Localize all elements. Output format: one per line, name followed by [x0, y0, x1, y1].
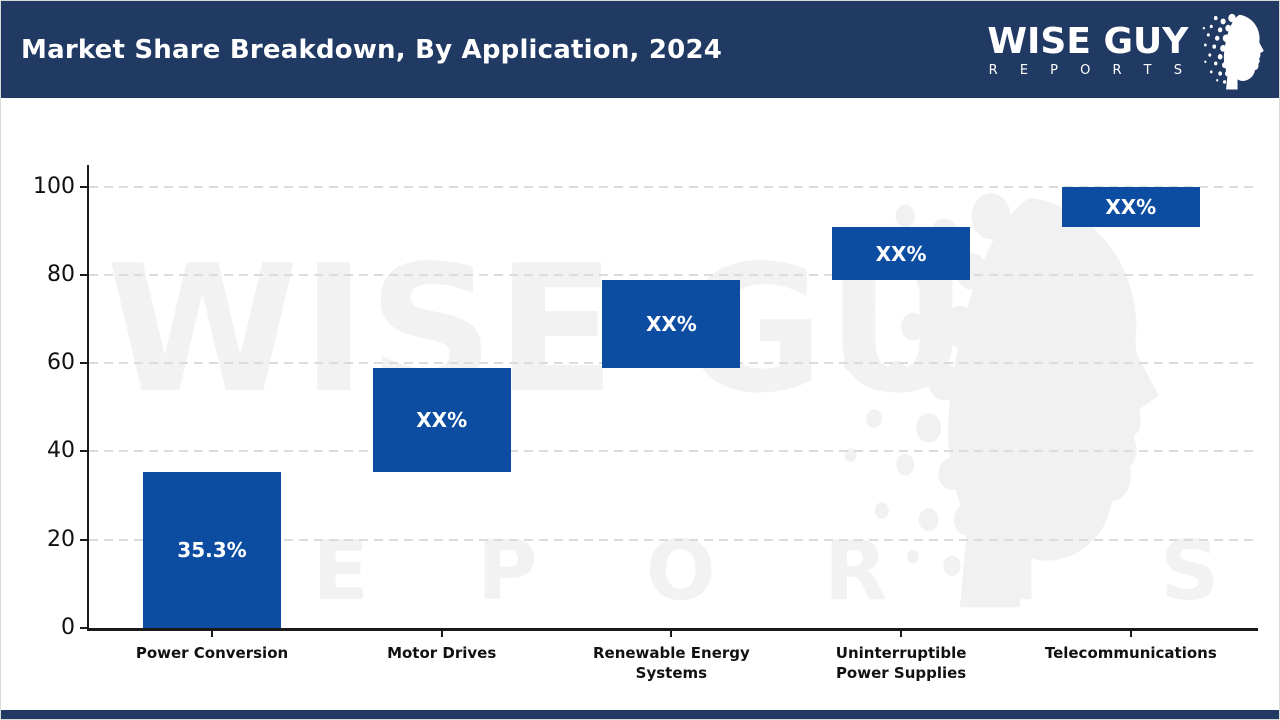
brand-name: WISE GUY	[987, 20, 1189, 62]
y-axis-tick	[80, 273, 88, 276]
x-axis-label: Power Conversion	[97, 643, 327, 663]
brand-reports: R E P O R T S	[988, 62, 1191, 78]
x-axis-tick	[1129, 630, 1132, 637]
x-axis-label: Telecommunications	[1016, 643, 1246, 663]
y-axis-tick	[80, 185, 88, 188]
brand-logo-text: WISE GUY R E P O R T S	[985, 20, 1191, 78]
gridline	[89, 185, 1258, 188]
bar-value-label: XX%	[1105, 194, 1157, 219]
page-title: Market Share Breakdown, By Application, …	[21, 34, 723, 65]
gridline	[89, 538, 1258, 541]
header-banner: Market Share Breakdown, By Application, …	[1, 1, 1279, 98]
x-axis-tick	[670, 630, 673, 637]
y-axis-tick-label: 0	[61, 615, 75, 640]
bar-segment-3: XX%	[602, 280, 741, 369]
y-axis	[87, 164, 89, 630]
x-axis-label-line: Motor Drives	[387, 644, 497, 662]
x-axis-label: Renewable Energy Systems	[556, 643, 786, 683]
y-axis-tick	[80, 450, 88, 453]
y-axis-tick-label: 80	[47, 261, 75, 287]
x-axis-tick	[900, 630, 903, 637]
x-axis-label: Motor Drives	[327, 643, 557, 663]
y-axis-tick-label: 60	[47, 350, 75, 376]
x-axis-label-line: Power Conversion	[135, 644, 289, 662]
x-axis-label-line: Power Supplies	[835, 664, 967, 682]
y-axis-tick	[80, 362, 88, 365]
x-axis-label-line: Telecommunications	[1044, 644, 1217, 662]
y-axis-tick	[80, 627, 88, 629]
bar-segment-5: XX%	[1061, 186, 1200, 228]
brand-logo: WISE GUY R E P O R T S	[985, 8, 1269, 92]
x-axis-label-line: Uninterruptible	[835, 644, 967, 662]
brand-face-icon	[1202, 13, 1264, 90]
bar-value-label: XX%	[875, 241, 927, 266]
bar-value-label: 35.3%	[177, 538, 247, 563]
gridline	[89, 273, 1258, 276]
x-axis-label-line: Systems	[635, 664, 708, 682]
x-axis-label: Uninterruptible Power Supplies	[786, 643, 1016, 683]
gridline	[89, 450, 1258, 453]
x-axis-label-line: Renewable Energy	[592, 644, 750, 662]
bar-segment-2: XX%	[372, 368, 511, 473]
y-axis-tick	[80, 538, 88, 541]
x-axis-tick	[211, 630, 213, 637]
bar-segment-1: 35.3%	[143, 472, 281, 628]
bar-value-label: XX%	[645, 312, 697, 337]
bar-segment-4: XX%	[832, 227, 971, 281]
footer-banner	[1, 710, 1279, 719]
bar-value-label: XX%	[416, 408, 468, 433]
x-axis-tick	[440, 630, 443, 637]
x-axis	[87, 628, 1258, 631]
y-axis-tick-label: 40	[47, 438, 75, 464]
y-axis-tick-label: 100	[33, 173, 75, 199]
y-axis-tick-label: 20	[47, 526, 75, 552]
